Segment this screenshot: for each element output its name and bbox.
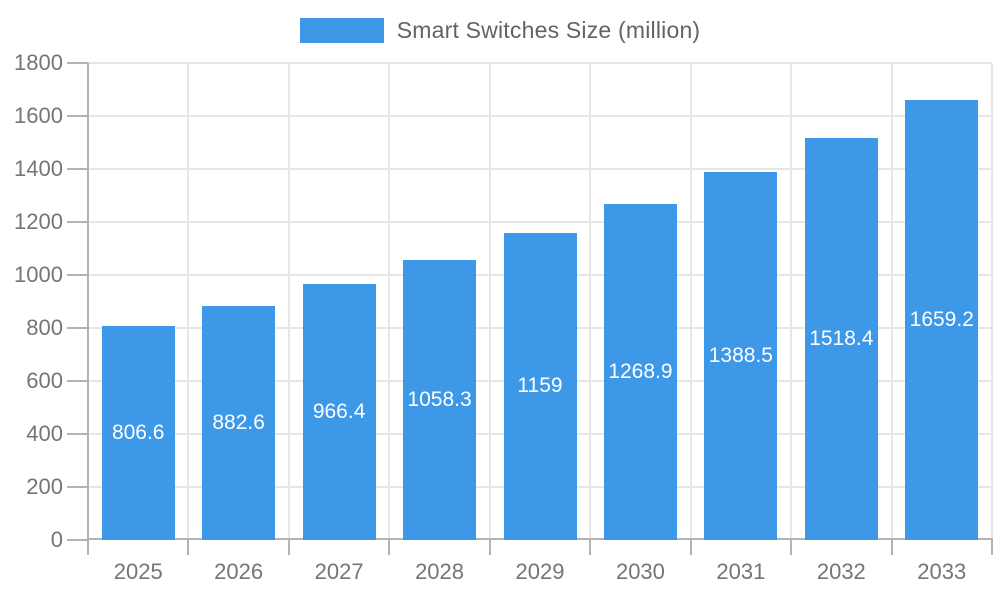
bar: 1388.5 (704, 172, 778, 540)
bar: 1659.2 (905, 100, 979, 540)
x-tick-label: 2033 (917, 559, 967, 584)
x-tick-mark (488, 540, 491, 555)
x-tick-label: 2031 (716, 559, 766, 584)
x-tick-mark (388, 540, 391, 555)
bar: 806.6 (101, 326, 175, 540)
y-tick-label: 200 (26, 474, 63, 499)
v-gridline (388, 63, 391, 540)
y-tick-label: 600 (26, 368, 63, 393)
legend-label: Smart Switches Size (million) (396, 17, 701, 43)
x-tick-label: 2027 (314, 559, 364, 584)
bar-value-label: 1659.2 (909, 308, 974, 332)
v-gridline (187, 63, 190, 540)
y-tick-label: 0 (50, 527, 63, 552)
bar: 1268.9 (603, 203, 677, 540)
y-tick-mark (67, 115, 88, 117)
y-tick-label: 1400 (14, 156, 63, 181)
y-tick-label: 1000 (14, 262, 63, 287)
y-tick-label: 400 (26, 421, 63, 446)
v-gridline (287, 63, 290, 540)
y-tick-mark (67, 433, 88, 435)
v-gridline (689, 63, 692, 540)
bar-value-label: 1159 (517, 374, 563, 398)
x-tick-mark (991, 540, 993, 555)
y-tick-mark (67, 327, 88, 329)
x-tick-mark (287, 540, 290, 555)
v-gridline (790, 63, 793, 540)
x-tick-mark (589, 540, 592, 555)
x-tick-label: 2028 (415, 559, 465, 584)
v-gridline (890, 63, 893, 540)
bar: 1159 (503, 232, 577, 540)
y-tick-label: 1600 (14, 103, 63, 128)
x-tick-label: 2029 (515, 559, 565, 584)
y-tick-label: 1800 (14, 50, 63, 75)
bar-value-label: 1268.9 (608, 359, 673, 383)
bar-value-label: 882.6 (212, 411, 265, 435)
y-tick-mark (67, 62, 88, 64)
v-gridline (589, 63, 592, 540)
bar-value-label: 806.6 (111, 421, 165, 445)
x-tick-mark (790, 540, 793, 555)
y-tick-mark (67, 168, 88, 170)
y-axis-line (87, 63, 89, 540)
y-tick-mark (67, 380, 88, 382)
x-tick-label: 2030 (615, 559, 665, 584)
x-tick-label: 2025 (113, 559, 163, 584)
x-tick-mark (187, 540, 190, 555)
y-tick-mark (67, 486, 88, 488)
y-tick-mark (67, 221, 88, 223)
x-tick-mark (689, 540, 692, 555)
y-tick-mark (67, 539, 88, 541)
bar-value-label: 1388.5 (708, 344, 773, 368)
bar-value-label: 1058.3 (407, 387, 472, 411)
legend-swatch (299, 18, 384, 43)
v-gridline (991, 63, 993, 540)
x-tick-label: 2032 (816, 559, 866, 584)
x-tick-mark (87, 540, 89, 555)
y-tick-label: 1200 (14, 209, 63, 234)
y-tick-label: 800 (26, 315, 63, 340)
bar: 1518.4 (804, 137, 878, 540)
bar-value-label: 966.4 (312, 399, 366, 423)
bar: 1058.3 (403, 259, 477, 540)
x-tick-mark (890, 540, 893, 555)
h-gridline (88, 168, 992, 170)
y-tick-mark (67, 274, 88, 276)
bar-value-label: 1518.4 (809, 326, 874, 350)
bar: 882.6 (202, 306, 276, 540)
h-gridline (88, 221, 992, 223)
h-gridline (88, 115, 992, 117)
x-tick-label: 2026 (214, 559, 264, 584)
h-gridline (88, 62, 992, 64)
bar: 966.4 (302, 283, 376, 540)
chart-legend: Smart Switches Size (million) (0, 17, 1000, 44)
v-gridline (488, 63, 491, 540)
